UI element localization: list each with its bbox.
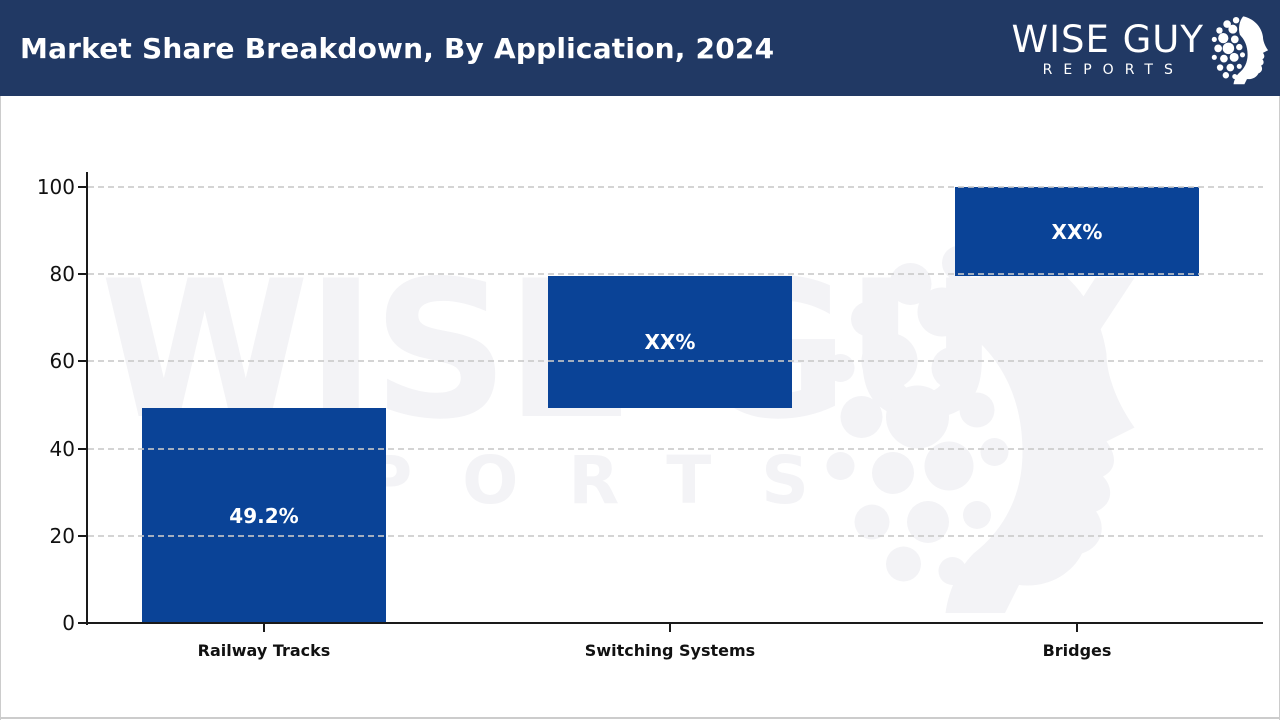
left-edge-line bbox=[0, 96, 1, 720]
x-tickmark-switching-systems bbox=[669, 624, 671, 632]
header-bar: Market Share Breakdown, By Application, … bbox=[0, 0, 1280, 96]
x-tick-label-switching-systems: Switching Systems bbox=[584, 641, 756, 660]
bar-value-label: 49.2% bbox=[229, 503, 299, 528]
x-tickmark-railway-tracks bbox=[263, 624, 265, 632]
tick-labels-layer: 0 20 40 60 80 100 Railway Tracks Switching Syst… bbox=[0, 96, 1280, 720]
y-tickmark-0 bbox=[78, 622, 86, 624]
bar-value-label: XX% bbox=[1051, 219, 1103, 244]
y-tick-label-60: 60 bbox=[49, 349, 75, 374]
y-tickmark-60 bbox=[78, 360, 86, 363]
chart-title: Market Share Breakdown, By Application, … bbox=[20, 31, 775, 65]
wiseguy-logo: WISE GUY REPORTS bbox=[1012, 13, 1270, 85]
bars-layer: 49.2% XX% XX% bbox=[0, 96, 1280, 720]
dotted-face-logo-icon bbox=[1206, 13, 1270, 85]
logo-wordmark: WISE GUY bbox=[1011, 17, 1204, 61]
x-axis-line bbox=[86, 622, 1263, 624]
y-tickmark-100 bbox=[78, 186, 86, 188]
y-tickmark-40 bbox=[78, 447, 86, 450]
logo-reports-text: REPORTS bbox=[1042, 61, 1184, 78]
bar-bridges: XX% bbox=[955, 187, 1199, 277]
y-tick-label-40: 40 bbox=[49, 436, 75, 461]
logo-text: WISE GUY REPORTS bbox=[1012, 21, 1204, 78]
chart-area: WISE GUY REPORTS 49.2%XX%XX% 02040608010… bbox=[0, 96, 1280, 720]
y-tick-label-20: 20 bbox=[49, 523, 75, 548]
y-tick-label-0: 0 bbox=[62, 611, 75, 635]
y-tick-label-80: 80 bbox=[49, 262, 75, 287]
bar-switching-systems: XX% bbox=[548, 276, 792, 409]
axes-layer bbox=[0, 96, 1280, 720]
y-axis-line bbox=[86, 172, 88, 625]
y-tick-label-100: 100 bbox=[36, 175, 75, 199]
bottom-edge-line bbox=[0, 717, 1280, 719]
x-tick-label-bridges: Bridges bbox=[1042, 641, 1112, 660]
y-tickmark-80 bbox=[78, 273, 86, 276]
x-tickmark-bridges bbox=[1076, 624, 1078, 632]
x-tick-label-railway-tracks: Railway Tracks bbox=[197, 641, 331, 660]
bar-railway-tracks: 49.2% bbox=[142, 408, 386, 623]
y-tickmark-20 bbox=[78, 534, 86, 537]
bar-value-label: XX% bbox=[644, 330, 696, 355]
